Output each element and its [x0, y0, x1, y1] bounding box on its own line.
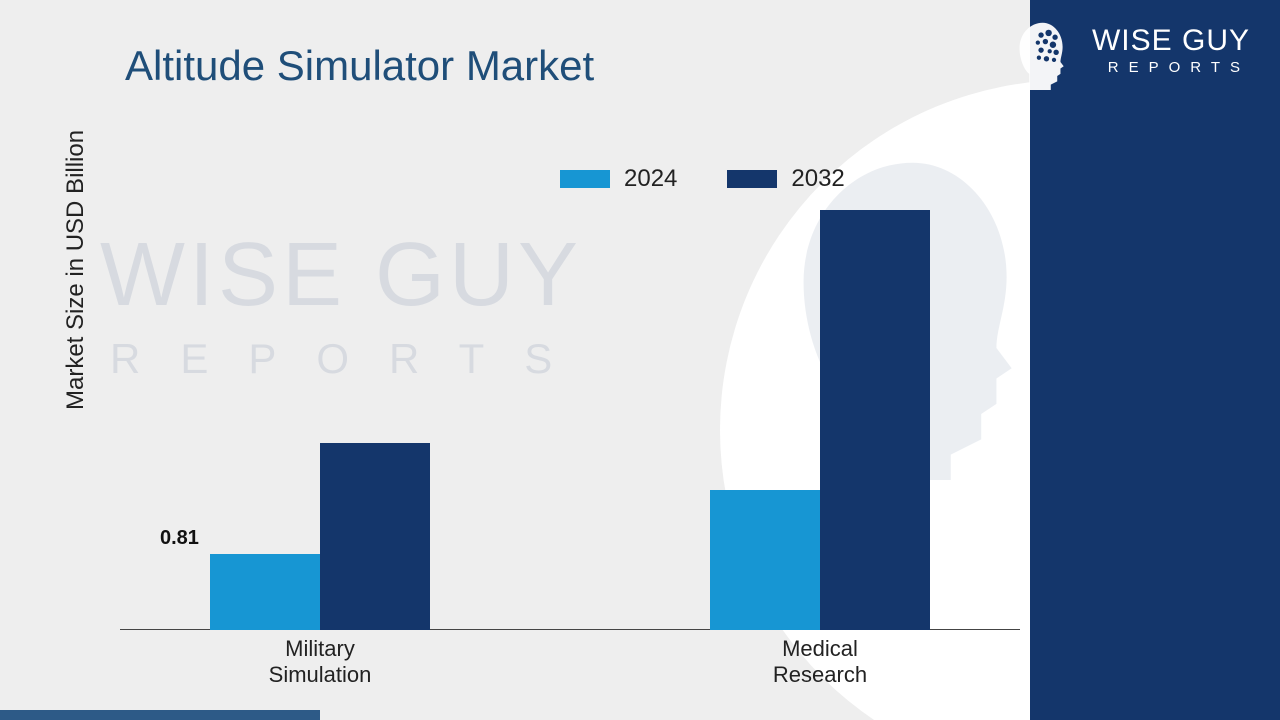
- legend-label-2024: 2024: [624, 165, 677, 193]
- chart-title: Altitude Simulator Market: [125, 42, 594, 90]
- legend-label-2032: 2032: [791, 165, 844, 193]
- brand-head-icon: [1010, 20, 1070, 90]
- legend-item-2024: 2024: [560, 165, 677, 193]
- bar-military-2024: [210, 554, 320, 630]
- brand-side-panel: [1030, 0, 1280, 720]
- bar-group-military: 0.81MilitarySimulation: [210, 210, 430, 630]
- chart-canvas: WISE GUY REPORTS WISE GUY REPORTS Altitu…: [0, 0, 1280, 720]
- y-axis-label: Market Size in USD Billion: [62, 130, 90, 410]
- bar-military-2032: [320, 443, 430, 630]
- legend: 2024 2032: [560, 165, 845, 193]
- category-label-medical: MedicalResearch: [710, 630, 930, 689]
- category-label-military: MilitarySimulation: [210, 630, 430, 689]
- brand-logo-line1: WISE GUY: [1092, 26, 1250, 56]
- legend-swatch-2032: [727, 170, 777, 188]
- value-label-military-2024: 0.81: [160, 527, 199, 550]
- bar-medical-2024: [710, 490, 820, 630]
- legend-item-2032: 2032: [727, 165, 844, 193]
- plot-area: 0.81MilitarySimulation MedicalResearch: [120, 210, 1020, 630]
- bar-medical-2032: [820, 210, 930, 630]
- legend-swatch-2024: [560, 170, 610, 188]
- decorative-bottom-bar: [0, 710, 320, 720]
- bar-group-medical: MedicalResearch: [710, 210, 930, 630]
- brand-logo: WISE GUY REPORTS: [1092, 26, 1250, 75]
- brand-logo-line2: REPORTS: [1092, 60, 1250, 75]
